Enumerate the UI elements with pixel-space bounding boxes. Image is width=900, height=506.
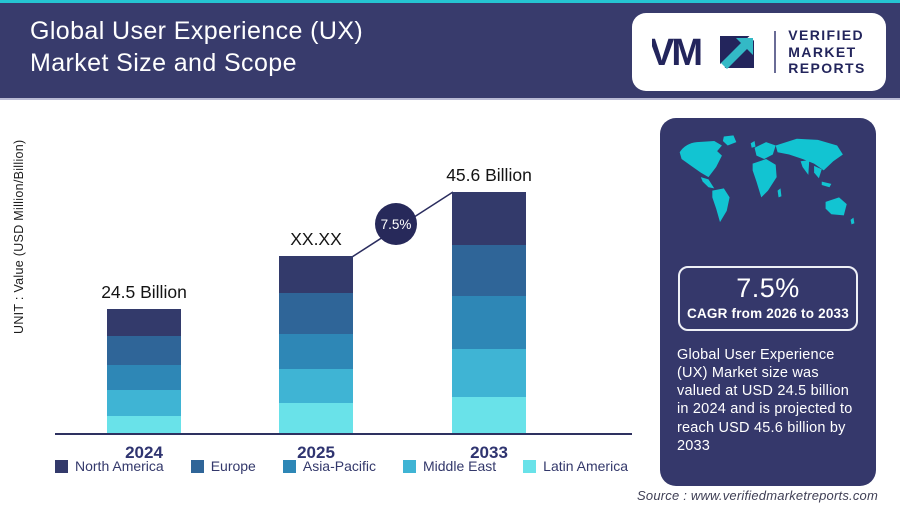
brand-word-verified: VERIFIED xyxy=(788,27,865,44)
legend-swatch-icon xyxy=(190,459,204,473)
page-title-line2: Market Size and Scope xyxy=(30,49,297,77)
growth-connector: 7.5% xyxy=(351,191,454,258)
bar-segment-north-america xyxy=(452,192,526,246)
bar-segment-europe xyxy=(279,293,353,334)
bar-segment-latin-america xyxy=(107,415,181,433)
bar-segment-north-america xyxy=(279,256,353,294)
bar-2024 xyxy=(107,309,181,433)
bar-2025 xyxy=(279,256,353,433)
bar-2033 xyxy=(452,192,526,433)
bar-segment-north-america xyxy=(107,309,181,337)
sidebar-panel: 7.5% CAGR from 2026 to 2033 Global User … xyxy=(660,118,876,486)
bar-segment-europe xyxy=(107,336,181,365)
page-title: Global User Experience (UX) Market Size … xyxy=(30,15,363,79)
legend-label: North America xyxy=(75,458,164,474)
header: Global User Experience (UX) Market Size … xyxy=(0,0,900,100)
bar-segment-europe xyxy=(452,245,526,296)
legend-item-asia-pacific: Asia-Pacific xyxy=(282,458,376,474)
legend-item-north-america: North America xyxy=(55,458,164,474)
cagr-caption: CAGR from 2026 to 2033 xyxy=(687,306,849,321)
category-label-2024: 2024 xyxy=(125,443,163,462)
bar-segment-latin-america xyxy=(279,402,353,433)
category-label-2025: 2025 xyxy=(297,443,335,462)
bar-segment-middle-east xyxy=(452,348,526,397)
brand-divider xyxy=(774,31,777,73)
cagr-value: 7.5% xyxy=(736,273,800,303)
vmr-logo-icon: VM xyxy=(652,30,761,74)
brand-wordmark: VERIFIED MARKET REPORTS xyxy=(788,27,865,77)
brand-logo-card: VM VERIFIED MARKET REPORTS xyxy=(632,13,886,91)
legend-label: Asia-Pacific xyxy=(302,458,376,474)
legend-swatch-icon xyxy=(403,459,416,473)
x-axis-line xyxy=(55,433,632,435)
bar-value-label-2033: 45.6 Billion xyxy=(446,165,532,185)
legend-item-latin-america: Latin America xyxy=(523,458,628,474)
world-map-icon xyxy=(679,135,855,225)
brand-word-reports: REPORTS xyxy=(788,60,866,77)
legend-label: Middle East xyxy=(423,458,497,474)
bar-value-label-2025: XX.XX xyxy=(290,229,342,249)
brand-word-market: MARKET xyxy=(788,43,857,60)
svg-text:VM: VM xyxy=(652,32,701,74)
legend-swatch-icon xyxy=(282,459,296,473)
market-description: Global User Experience (UX) Market size … xyxy=(677,347,853,454)
legend-swatch-icon xyxy=(523,459,537,473)
legend: North America Europe Asia-Pacific Middle Ea… xyxy=(55,458,628,474)
chart-area: UNIT : Value (USD Million/Billion) 7.5% … xyxy=(0,103,648,506)
legend-label: Europe xyxy=(210,458,256,474)
bar-segment-asia-pacific xyxy=(107,364,181,390)
legend-swatch-icon xyxy=(55,459,68,473)
legend-label: Latin America xyxy=(543,458,628,474)
source-note: Source : www.verifiedmarketreports.com xyxy=(637,488,878,503)
growth-badge-label: 7.5% xyxy=(381,217,412,232)
category-label-2033: 2033 xyxy=(470,443,508,462)
legend-item-middle-east: Middle East xyxy=(403,458,496,474)
growth-badge xyxy=(375,203,417,245)
legend-item-europe: Europe xyxy=(190,458,256,474)
bar-segment-middle-east xyxy=(107,389,181,416)
bar-value-label-2024: 24.5 Billion xyxy=(101,282,187,302)
cagr-box: 7.5% CAGR from 2026 to 2033 xyxy=(678,266,858,331)
bar-segment-asia-pacific xyxy=(279,333,353,370)
bar-segment-latin-america xyxy=(452,396,526,433)
bar-segment-asia-pacific xyxy=(452,295,526,349)
page-title-line1: Global User Experience (UX) xyxy=(30,17,364,45)
bar-segment-middle-east xyxy=(279,369,353,403)
